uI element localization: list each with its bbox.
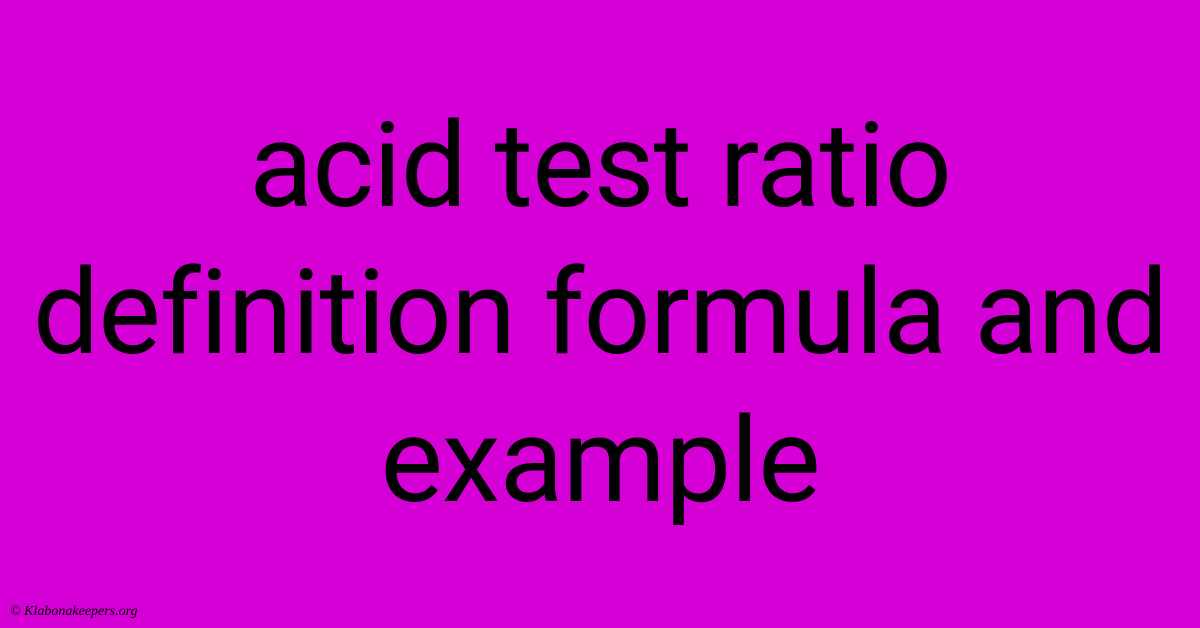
- attribution-text: © Klabonakeepers.org: [10, 604, 138, 620]
- main-heading: acid test ratio definition formula and e…: [0, 93, 1200, 536]
